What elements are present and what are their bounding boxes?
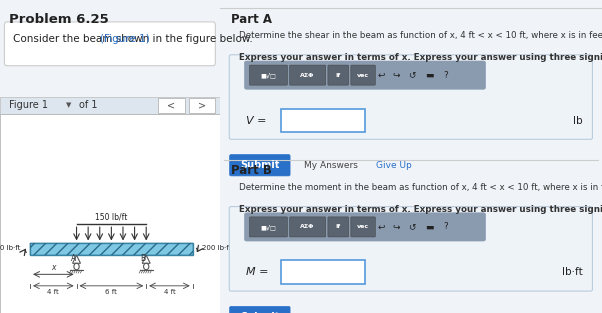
Text: ↩: ↩ bbox=[377, 223, 385, 231]
Text: My Answers: My Answers bbox=[304, 161, 358, 170]
Text: M =: M = bbox=[246, 267, 269, 277]
Text: 200 lb·ft: 200 lb·ft bbox=[202, 245, 232, 251]
Text: ■√□: ■√□ bbox=[261, 72, 276, 78]
Text: Determine the moment in the beam as function of x, 4 ft < x < 10 ft, where x is : Determine the moment in the beam as func… bbox=[239, 183, 602, 192]
Bar bbox=[0, 114, 220, 313]
Text: V =: V = bbox=[246, 115, 267, 126]
Text: ↪: ↪ bbox=[393, 71, 400, 80]
Text: 6 ft: 6 ft bbox=[105, 289, 117, 295]
Text: If: If bbox=[336, 224, 341, 229]
Text: vec: vec bbox=[357, 73, 369, 78]
Text: Part B: Part B bbox=[231, 164, 272, 177]
Text: Express your answer in terms of x. Express your answer using three significant f: Express your answer in terms of x. Expre… bbox=[239, 53, 602, 62]
FancyBboxPatch shape bbox=[230, 306, 290, 313]
FancyBboxPatch shape bbox=[290, 217, 326, 237]
Text: If: If bbox=[336, 73, 341, 78]
FancyBboxPatch shape bbox=[328, 217, 349, 237]
Text: B: B bbox=[141, 254, 146, 264]
Text: x: x bbox=[51, 263, 55, 272]
Text: 200 lb·ft: 200 lb·ft bbox=[0, 245, 20, 251]
FancyBboxPatch shape bbox=[229, 207, 592, 291]
Circle shape bbox=[74, 263, 79, 270]
Text: 4 ft: 4 ft bbox=[164, 289, 175, 295]
FancyBboxPatch shape bbox=[4, 22, 216, 66]
FancyBboxPatch shape bbox=[229, 55, 592, 139]
Text: ↺: ↺ bbox=[408, 223, 415, 231]
Text: Consider the beam shown in the figure below.: Consider the beam shown in the figure be… bbox=[13, 34, 253, 44]
FancyBboxPatch shape bbox=[328, 65, 349, 85]
Text: Submit: Submit bbox=[240, 312, 279, 313]
Circle shape bbox=[143, 263, 149, 270]
Text: A: A bbox=[71, 254, 76, 264]
Text: Give Up: Give Up bbox=[376, 161, 412, 170]
Text: Part A: Part A bbox=[231, 13, 272, 26]
Text: ↩: ↩ bbox=[377, 71, 385, 80]
Text: (Figure 1): (Figure 1) bbox=[100, 34, 150, 44]
FancyBboxPatch shape bbox=[250, 65, 287, 85]
Text: Determine the shear in the beam as function of x, 4 ft < x < 10 ft, where x is i: Determine the shear in the beam as funct… bbox=[239, 31, 602, 40]
Text: lb: lb bbox=[573, 115, 583, 126]
Text: ↪: ↪ bbox=[393, 223, 400, 231]
Text: lb·ft: lb·ft bbox=[562, 267, 583, 277]
Polygon shape bbox=[73, 255, 81, 263]
Text: Figure 1: Figure 1 bbox=[9, 100, 48, 110]
Text: >: > bbox=[198, 100, 206, 110]
Text: <: < bbox=[167, 100, 175, 110]
FancyBboxPatch shape bbox=[351, 65, 375, 85]
FancyBboxPatch shape bbox=[250, 217, 287, 237]
Text: ■√□: ■√□ bbox=[261, 224, 276, 230]
Bar bbox=[158, 98, 185, 113]
FancyBboxPatch shape bbox=[230, 155, 290, 176]
Text: ↺: ↺ bbox=[408, 71, 415, 80]
FancyBboxPatch shape bbox=[244, 61, 485, 89]
Text: ΑΣΦ: ΑΣΦ bbox=[300, 73, 315, 78]
Text: ?: ? bbox=[443, 71, 448, 80]
Text: vec: vec bbox=[357, 224, 369, 229]
Text: ▬: ▬ bbox=[425, 71, 433, 80]
Bar bbox=[30, 244, 193, 255]
Bar bbox=[30, 244, 193, 255]
Bar bbox=[189, 98, 216, 113]
Text: Submit: Submit bbox=[240, 160, 279, 170]
Text: 4 ft: 4 ft bbox=[48, 289, 59, 295]
Text: of 1: of 1 bbox=[79, 100, 98, 110]
Text: 150 lb/ft: 150 lb/ft bbox=[95, 212, 128, 221]
Bar bbox=[0, 97, 220, 114]
FancyBboxPatch shape bbox=[244, 213, 485, 241]
Text: ▼: ▼ bbox=[66, 102, 71, 109]
Bar bbox=[281, 109, 365, 132]
Text: ΑΣΦ: ΑΣΦ bbox=[300, 224, 315, 229]
FancyBboxPatch shape bbox=[290, 65, 326, 85]
Bar bbox=[281, 260, 365, 284]
Polygon shape bbox=[142, 255, 150, 263]
Text: Problem 6.25: Problem 6.25 bbox=[9, 13, 108, 26]
FancyBboxPatch shape bbox=[351, 217, 375, 237]
Text: ?: ? bbox=[443, 223, 448, 231]
Text: ▬: ▬ bbox=[425, 223, 433, 231]
Text: Express your answer in terms of x. Express your answer using three significant f: Express your answer in terms of x. Expre… bbox=[239, 205, 602, 214]
